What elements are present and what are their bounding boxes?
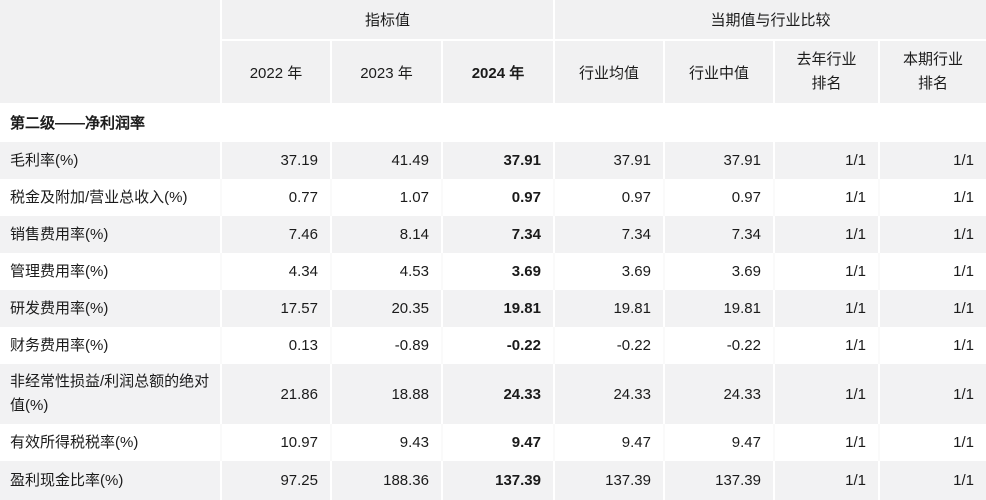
table-row: 非经常性损益/利润总额的绝对值(%) 21.86 18.88 24.33 24.… [0,364,986,424]
cell-current-rank: 1/1 [878,216,986,253]
cell-lastyear-rank: 1/1 [773,253,878,290]
cell-industry-mean: 0.97 [553,179,663,216]
cell-2022: 37.19 [220,142,330,179]
cell-lastyear-rank: 1/1 [773,290,878,327]
cell-2023: 188.36 [330,461,441,500]
table-row: 有效所得税税率(%) 10.97 9.43 9.47 9.47 9.47 1/1… [0,424,986,461]
cell-industry-median: -0.22 [663,327,773,364]
cell-2024: 9.47 [441,424,553,461]
cell-industry-mean: 137.39 [553,461,663,500]
table-row: 财务费用率(%) 0.13 -0.89 -0.22 -0.22 -0.22 1/… [0,327,986,364]
cell-2023: 8.14 [330,216,441,253]
cell-2023: 9.43 [330,424,441,461]
cell-industry-mean: -0.22 [553,327,663,364]
cell-industry-median: 3.69 [663,253,773,290]
cell-industry-mean: 3.69 [553,253,663,290]
cell-industry-median: 9.47 [663,424,773,461]
cell-industry-median: 7.34 [663,216,773,253]
col-header-industry-median: 行业中值 [663,41,773,103]
row-label: 管理费用率(%) [0,253,220,290]
col-header-2023: 2023 年 [330,41,441,103]
cell-lastyear-rank: 1/1 [773,461,878,500]
cell-lastyear-rank: 1/1 [773,364,878,424]
cell-2022: 0.77 [220,179,330,216]
group-header-industry-comparison: 当期值与行业比较 [553,0,986,41]
row-label: 有效所得税税率(%) [0,424,220,461]
cell-2024: 37.91 [441,142,553,179]
col-header-current-rank: 本期行业 排名 [878,41,986,103]
cell-2022: 10.97 [220,424,330,461]
cell-industry-mean: 19.81 [553,290,663,327]
cell-lastyear-rank: 1/1 [773,327,878,364]
cell-current-rank: 1/1 [878,461,986,500]
section-header-row: 第二级——净利润率 [0,103,986,142]
cell-2024: 137.39 [441,461,553,500]
table-row: 盈利现金比率(%) 97.25 188.36 137.39 137.39 137… [0,461,986,500]
cell-2024: -0.22 [441,327,553,364]
table-body: 第二级——净利润率 毛利率(%) 37.19 41.49 37.91 37.91… [0,103,986,500]
table-row: 毛利率(%) 37.19 41.49 37.91 37.91 37.91 1/1… [0,142,986,179]
cell-current-rank: 1/1 [878,253,986,290]
cell-2023: -0.89 [330,327,441,364]
cell-industry-median: 19.81 [663,290,773,327]
cell-2024: 19.81 [441,290,553,327]
cell-2023: 20.35 [330,290,441,327]
cell-2022: 17.57 [220,290,330,327]
header-columns-row: 2022 年 2023 年 2024 年 行业均值 行业中值 去年行业 排名 本… [0,41,986,103]
row-label: 税金及附加/营业总收入(%) [0,179,220,216]
cell-2022: 21.86 [220,364,330,424]
row-label: 非经常性损益/利润总额的绝对值(%) [0,364,220,424]
cell-2024: 3.69 [441,253,553,290]
cell-industry-mean: 37.91 [553,142,663,179]
col-header-lastyear-rank: 去年行业 排名 [773,41,878,103]
cell-2022: 0.13 [220,327,330,364]
col-header-2024: 2024 年 [441,41,553,103]
col-header-industry-mean: 行业均值 [553,41,663,103]
table-row: 销售费用率(%) 7.46 8.14 7.34 7.34 7.34 1/1 1/… [0,216,986,253]
cell-2024: 24.33 [441,364,553,424]
cell-current-rank: 1/1 [878,364,986,424]
cell-current-rank: 1/1 [878,142,986,179]
cell-industry-median: 0.97 [663,179,773,216]
col-header-2022: 2022 年 [220,41,330,103]
cell-industry-median: 137.39 [663,461,773,500]
header-group-row: 指标值 当期值与行业比较 [0,0,986,103]
cell-industry-mean: 7.34 [553,216,663,253]
cell-industry-median: 24.33 [663,364,773,424]
cell-2022: 97.25 [220,461,330,500]
table-row: 管理费用率(%) 4.34 4.53 3.69 3.69 3.69 1/1 1/… [0,253,986,290]
cell-lastyear-rank: 1/1 [773,179,878,216]
cell-2023: 18.88 [330,364,441,424]
row-label: 财务费用率(%) [0,327,220,364]
cell-industry-mean: 24.33 [553,364,663,424]
group-header-indicator-value: 指标值 [220,0,553,41]
row-label: 盈利现金比率(%) [0,461,220,500]
row-label: 毛利率(%) [0,142,220,179]
table-row: 税金及附加/营业总收入(%) 0.77 1.07 0.97 0.97 0.97 … [0,179,986,216]
cell-2024: 7.34 [441,216,553,253]
cell-2023: 1.07 [330,179,441,216]
cell-2023: 4.53 [330,253,441,290]
cell-2022: 7.46 [220,216,330,253]
cell-current-rank: 1/1 [878,424,986,461]
table-header: 指标值 当期值与行业比较 2022 年 2023 年 2024 年 行业均值 行… [0,0,986,103]
cell-2022: 4.34 [220,253,330,290]
cell-industry-mean: 9.47 [553,424,663,461]
cell-lastyear-rank: 1/1 [773,216,878,253]
cell-current-rank: 1/1 [878,327,986,364]
row-label: 研发费用率(%) [0,290,220,327]
cell-lastyear-rank: 1/1 [773,424,878,461]
corner-blank-cell [0,0,220,103]
table-row: 研发费用率(%) 17.57 20.35 19.81 19.81 19.81 1… [0,290,986,327]
section-title: 第二级——净利润率 [0,103,986,142]
row-label: 销售费用率(%) [0,216,220,253]
cell-2023: 41.49 [330,142,441,179]
cell-lastyear-rank: 1/1 [773,142,878,179]
cell-current-rank: 1/1 [878,179,986,216]
cell-current-rank: 1/1 [878,290,986,327]
cell-industry-median: 37.91 [663,142,773,179]
cell-2024: 0.97 [441,179,553,216]
